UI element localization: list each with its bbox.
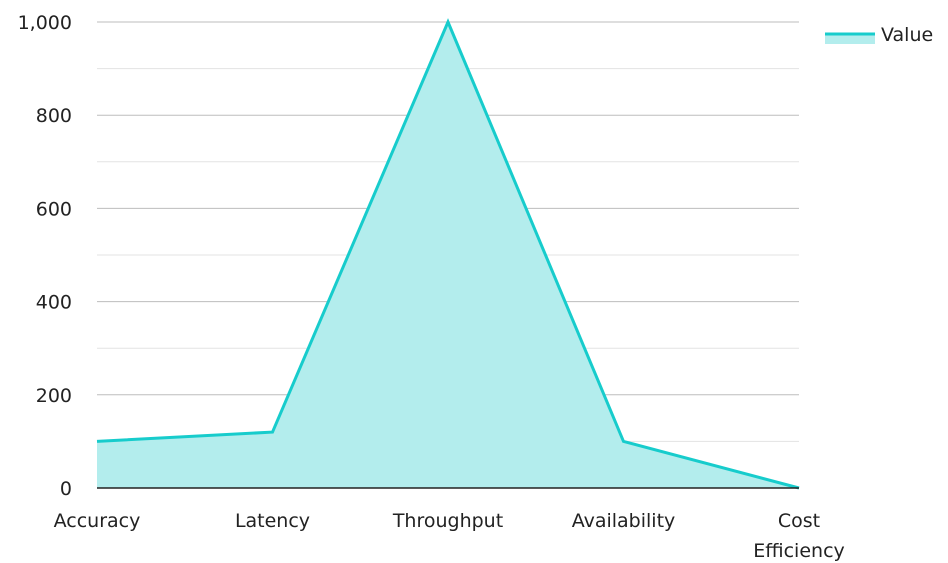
x-tick-label: Latency xyxy=(235,510,310,532)
axes: 0 200 400 600 800 1,000 Accuracy Latency Through… xyxy=(18,12,845,562)
x-tick-label: Throughput xyxy=(392,510,503,532)
y-tick-label: 600 xyxy=(36,198,72,220)
y-tick-label: 400 xyxy=(36,292,72,314)
y-tick-label: 800 xyxy=(36,105,72,127)
series-area xyxy=(96,18,800,490)
x-tick-label: Availability xyxy=(572,510,676,532)
y-tick-label: 0 xyxy=(60,478,72,500)
y-tick-label: 1,000 xyxy=(18,12,72,34)
y-tick-label: 200 xyxy=(36,385,72,407)
x-tick-label: Cost Efficiency xyxy=(753,510,845,562)
legend-swatch xyxy=(825,35,875,44)
legend-label-value: Value xyxy=(881,24,933,46)
series-area-fill xyxy=(97,22,799,488)
legend: Value xyxy=(825,24,933,46)
x-tick-label: Accuracy xyxy=(54,510,141,532)
